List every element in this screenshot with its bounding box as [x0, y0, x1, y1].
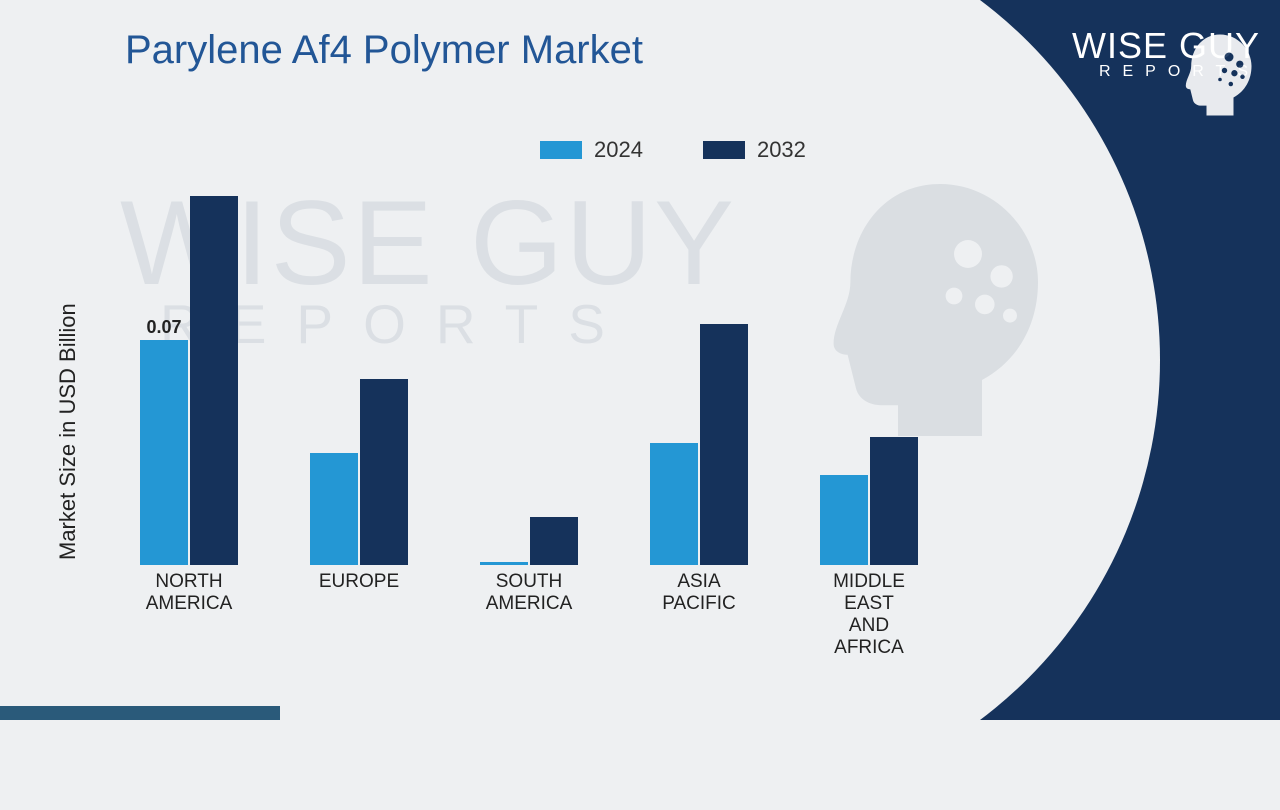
chart-area: 0.07NORTHAMERICA EUROPE SOUTHAMERICA ASIAPA…	[100, 180, 960, 565]
bar-2024	[480, 562, 528, 565]
legend-swatch-2032	[703, 141, 745, 159]
legend-label-2024: 2024	[594, 137, 643, 163]
x-axis-label: MIDDLEEASTANDAFRICA	[833, 571, 905, 658]
bar-2024	[820, 475, 868, 565]
bar-2032	[700, 324, 748, 565]
bar-2032	[360, 379, 408, 565]
bar-group: EUROPE	[310, 379, 408, 565]
chart-title: Parylene Af4 Polymer Market	[125, 28, 643, 73]
x-axis-label: NORTHAMERICA	[146, 571, 233, 615]
bar-2032	[530, 517, 578, 565]
legend: 2024 2032	[540, 137, 806, 163]
bar-2032	[190, 196, 238, 565]
x-axis-label: ASIAPACIFIC	[662, 571, 736, 615]
legend-item-2032: 2032	[703, 137, 806, 163]
bar-2032	[870, 437, 918, 565]
y-axis-label: Market Size in USD Billion	[55, 303, 81, 560]
bar-group: SOUTHAMERICA	[480, 517, 578, 565]
bar-2024	[310, 453, 358, 565]
brand-logo: WISE GUY REPORTS	[1072, 25, 1260, 81]
bar-group: 0.07NORTHAMERICA	[140, 196, 238, 565]
bar-2024: 0.07	[140, 340, 188, 565]
bottom-accent-bar	[0, 706, 280, 720]
bar-group: ASIAPACIFIC	[650, 324, 748, 565]
x-axis-label: SOUTHAMERICA	[486, 571, 573, 615]
bar-group: MIDDLEEASTANDAFRICA	[820, 437, 918, 565]
legend-item-2024: 2024	[540, 137, 643, 163]
legend-swatch-2024	[540, 141, 582, 159]
x-axis-label: EUROPE	[319, 571, 399, 593]
legend-label-2032: 2032	[757, 137, 806, 163]
bar-2024	[650, 443, 698, 565]
bar-value-label: 0.07	[146, 317, 181, 338]
head-silhouette-icon	[1175, 30, 1265, 120]
